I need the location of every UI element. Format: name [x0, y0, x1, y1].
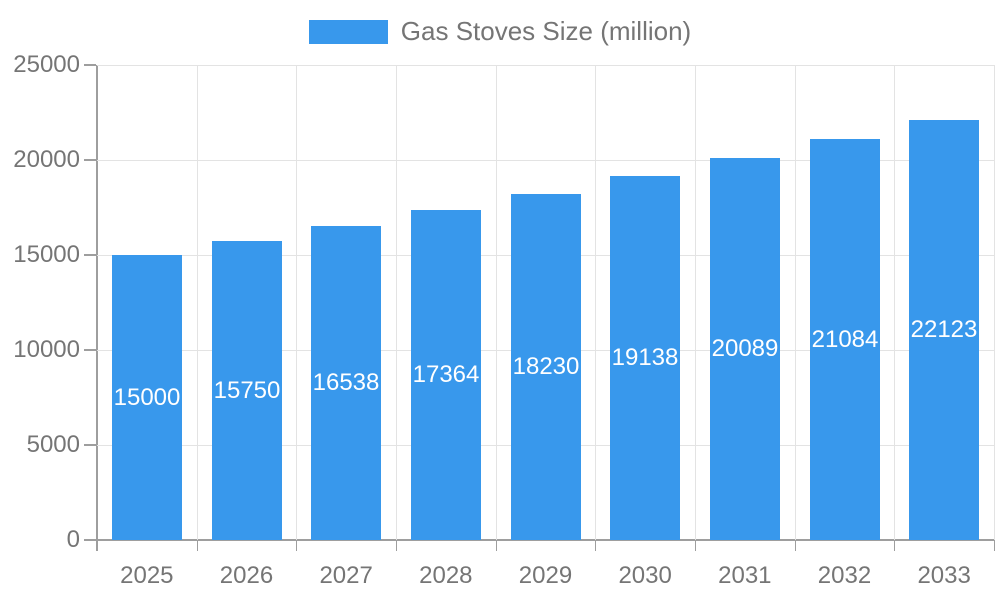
x-axis-tick [795, 540, 796, 551]
x-axis-tick [994, 540, 995, 551]
x-axis-tick [894, 540, 895, 551]
x-axis-tick [296, 540, 297, 551]
x-axis-tick [496, 540, 497, 551]
x-axis-tick [396, 540, 397, 551]
gridline-vertical [496, 65, 497, 540]
bar-value-label: 15000 [113, 383, 181, 411]
gridline-vertical [595, 65, 596, 540]
plot-area: 15000 15750 16538 17364 18230 19138 20089 21084… [84, 65, 995, 551]
bar[interactable]: 19138 [610, 176, 680, 540]
x-axis-tick [695, 540, 696, 551]
x-axis-tick-label: 2033 [917, 562, 971, 589]
bar[interactable]: 20089 [710, 158, 780, 540]
gridline-vertical [894, 65, 895, 540]
bar[interactable]: 18230 [511, 194, 581, 540]
bar-value-label: 21084 [811, 325, 879, 353]
x-axis-tick-label: 2030 [618, 562, 672, 589]
x-axis-tick-label: 2031 [718, 562, 772, 589]
x-axis-tick-label: 2028 [419, 562, 473, 589]
bar-value-label: 18230 [512, 353, 580, 380]
x-axis-tick-label: 2029 [518, 562, 573, 589]
bar[interactable]: 15750 [212, 241, 282, 540]
x-axis-tick-label: 2032 [817, 562, 872, 589]
y-axis-tick [84, 349, 96, 351]
y-axis-tick-label: 0 [66, 526, 80, 553]
y-axis-tick-label: 15000 [13, 241, 80, 268]
bar[interactable]: 15000 [112, 255, 182, 540]
x-axis-tick-label: 2025 [120, 562, 174, 589]
gridline-vertical [795, 65, 796, 540]
x-axis-tick [197, 540, 198, 551]
y-axis-tick-label: 20000 [13, 146, 80, 173]
legend-item[interactable]: Gas Stoves Size (million) [0, 16, 1000, 47]
x-axis-tick [595, 540, 596, 551]
gridline-vertical [695, 65, 696, 540]
bar[interactable]: 22123 [909, 120, 979, 540]
x-axis-tick-label: 2026 [219, 562, 274, 589]
y-axis-tick [84, 539, 96, 541]
gridline-vertical [197, 65, 198, 540]
bar[interactable]: 17364 [411, 210, 481, 540]
bar-value-label: 20089 [711, 335, 779, 362]
bar-value-label: 22123 [910, 316, 978, 343]
y-axis-tick-label: 10000 [13, 336, 80, 363]
gridline-vertical [994, 65, 995, 540]
y-axis-line [96, 65, 98, 551]
x-axis-tick [97, 540, 98, 551]
gridline-horizontal [97, 65, 994, 66]
y-axis-tick [84, 64, 96, 66]
bar-value-label: 16538 [312, 369, 380, 396]
bar-value-label: 19138 [611, 344, 679, 371]
y-axis-tick [84, 254, 96, 256]
bar-value-label: 15750 [213, 376, 281, 404]
y-axis-tick-label: 25000 [13, 51, 80, 78]
bar[interactable]: 16538 [311, 226, 381, 540]
legend-label: Gas Stoves Size (million) [400, 16, 692, 46]
x-axis-tick-label: 2027 [319, 562, 373, 589]
gridline-horizontal [97, 160, 994, 161]
bar[interactable]: 21084 [810, 139, 880, 540]
y-axis-tick-label: 5000 [26, 431, 80, 458]
x-axis-line [84, 539, 994, 541]
gridline-vertical [396, 65, 397, 540]
legend-swatch [308, 19, 388, 44]
bar-value-label: 17364 [412, 361, 480, 388]
y-axis-tick [84, 159, 96, 161]
y-axis-tick [84, 444, 96, 446]
gridline-vertical [296, 65, 297, 540]
